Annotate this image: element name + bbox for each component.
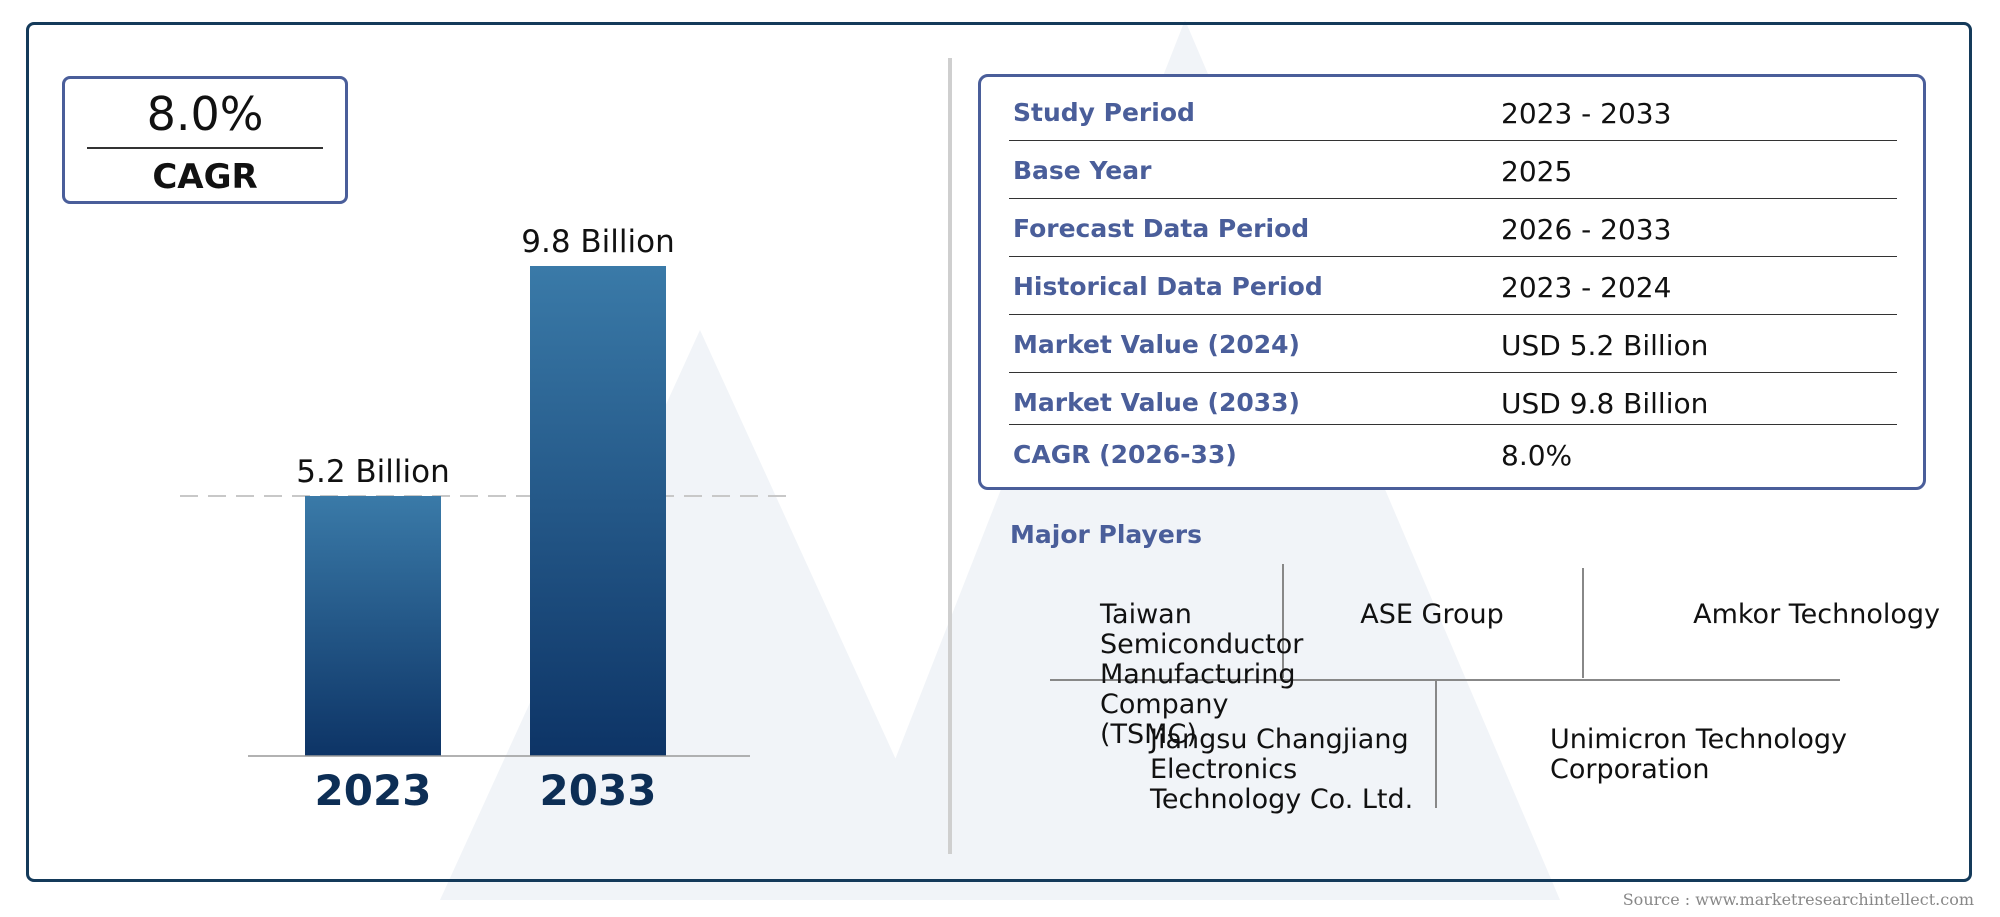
row-label: CAGR (2026-33) <box>1013 440 1237 469</box>
cagr-value: 8.0% <box>146 87 264 141</box>
infographic-frame <box>26 22 1972 882</box>
row-value: USD 5.2 Billion <box>1501 329 1709 362</box>
player-divider <box>1435 680 1437 808</box>
row-value: 8.0% <box>1501 439 1573 472</box>
row-value: 2023 - 2033 <box>1501 97 1672 130</box>
data-label-2033: 9.8 Billion <box>521 224 675 260</box>
x-tick-2033: 2033 <box>540 766 657 815</box>
table-row: Study Period 2023 - 2033 <box>1009 83 1897 141</box>
major-players-title: Major Players <box>1010 520 1202 549</box>
row-value: 2026 - 2033 <box>1501 213 1672 246</box>
table-row: Historical Data Period 2023 - 2024 <box>1009 257 1897 315</box>
player-amkor: Amkor Technology <box>1693 599 1940 630</box>
data-label-2023: 5.2 Billion <box>296 454 450 490</box>
row-label: Market Value (2024) <box>1013 330 1300 359</box>
source-note: Source : www.marketresearchintellect.com <box>1622 890 1974 909</box>
table-row: CAGR (2026-33) 8.0% <box>1009 425 1897 483</box>
row-label: Historical Data Period <box>1013 272 1323 301</box>
row-label: Base Year <box>1013 156 1152 185</box>
player-divider <box>1582 568 1584 678</box>
table-row: Forecast Data Period 2026 - 2033 <box>1009 199 1897 257</box>
cagr-rule <box>87 147 323 149</box>
player-divider <box>1282 564 1284 678</box>
market-size-bar-chart: 5.2 Billion 2023 9.8 Billion 2033 <box>180 224 790 815</box>
panel-divider <box>948 58 952 854</box>
player-tsmc: Taiwan Semiconductor Manufacturing Compa… <box>1100 599 1304 750</box>
x-tick-2023: 2023 <box>315 766 432 815</box>
bar-2033 <box>530 266 666 756</box>
player-unimicron: Unimicron Technology Corporation <box>1550 724 1847 785</box>
table-row: Base Year 2025 <box>1009 141 1897 199</box>
table-row: Market Value (2024) USD 5.2 Billion <box>1009 315 1897 373</box>
row-label: Study Period <box>1013 98 1195 127</box>
row-label: Market Value (2033) <box>1013 388 1300 417</box>
player-row-divider <box>1050 679 1840 681</box>
row-value: USD 9.8 Billion <box>1501 387 1709 420</box>
bar-2023 <box>305 496 441 756</box>
cagr-label: CAGR <box>152 157 258 197</box>
market-summary-table: Study Period 2023 - 2033 Base Year 2025 … <box>978 74 1926 490</box>
row-label: Forecast Data Period <box>1013 214 1310 243</box>
player-jcet: Jiangsu Changjiang Electronics Technolog… <box>1150 724 1414 815</box>
player-ase-group: ASE Group <box>1360 599 1504 630</box>
table-row: Market Value (2033) USD 9.8 Billion <box>1009 373 1897 425</box>
row-value: 2025 <box>1501 155 1573 188</box>
cagr-badge: 8.0% CAGR <box>62 76 348 204</box>
row-value: 2023 - 2024 <box>1501 271 1672 304</box>
